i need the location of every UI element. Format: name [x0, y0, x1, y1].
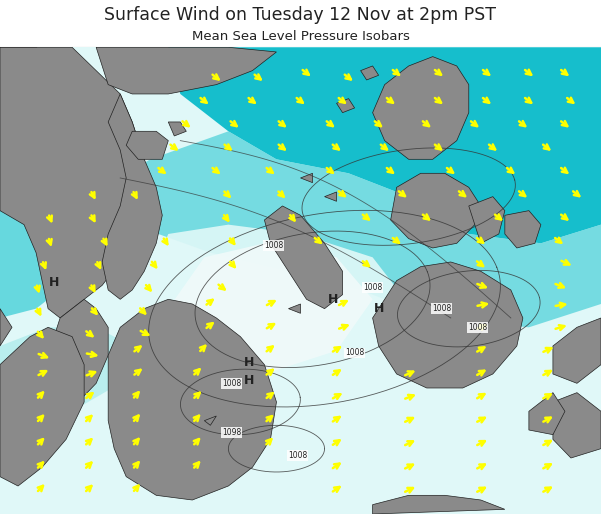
- Polygon shape: [96, 47, 276, 94]
- Text: 1098: 1098: [222, 428, 241, 437]
- Polygon shape: [373, 495, 505, 514]
- Polygon shape: [0, 47, 150, 318]
- Text: 1008: 1008: [222, 379, 241, 388]
- Text: H: H: [244, 375, 255, 388]
- Polygon shape: [264, 206, 343, 308]
- Polygon shape: [373, 57, 469, 159]
- Polygon shape: [553, 393, 601, 458]
- Text: 1008: 1008: [288, 451, 307, 460]
- Polygon shape: [0, 164, 132, 318]
- Polygon shape: [204, 416, 216, 425]
- Polygon shape: [288, 304, 300, 314]
- Polygon shape: [102, 94, 162, 299]
- Polygon shape: [168, 47, 601, 243]
- Polygon shape: [0, 327, 84, 486]
- Polygon shape: [469, 197, 505, 243]
- Text: H: H: [328, 293, 339, 306]
- Polygon shape: [373, 262, 523, 388]
- Text: 1008: 1008: [363, 283, 382, 292]
- Polygon shape: [144, 225, 409, 393]
- Text: Surface Wind on Tuesday 12 Nov at 2pm PST: Surface Wind on Tuesday 12 Nov at 2pm PS…: [105, 6, 496, 24]
- Text: 1008: 1008: [468, 323, 487, 332]
- Polygon shape: [361, 66, 379, 80]
- Polygon shape: [168, 122, 186, 136]
- Polygon shape: [325, 192, 337, 201]
- Polygon shape: [300, 173, 313, 182]
- Polygon shape: [0, 47, 84, 211]
- Polygon shape: [337, 99, 355, 113]
- Polygon shape: [90, 131, 601, 327]
- Polygon shape: [529, 393, 565, 435]
- Polygon shape: [391, 173, 481, 248]
- Text: Mean Sea Level Pressure Isobars: Mean Sea Level Pressure Isobars: [192, 30, 409, 43]
- Polygon shape: [553, 318, 601, 383]
- Text: 1008: 1008: [432, 304, 451, 313]
- Polygon shape: [108, 299, 276, 500]
- Polygon shape: [505, 211, 541, 248]
- Text: H: H: [49, 277, 59, 289]
- Text: 1008: 1008: [345, 348, 364, 357]
- Polygon shape: [48, 299, 108, 411]
- Polygon shape: [126, 131, 168, 159]
- Text: H: H: [373, 302, 384, 315]
- Polygon shape: [0, 327, 132, 411]
- Text: 1008: 1008: [264, 241, 283, 250]
- Polygon shape: [0, 308, 12, 346]
- Polygon shape: [168, 243, 373, 374]
- Text: H: H: [244, 356, 255, 369]
